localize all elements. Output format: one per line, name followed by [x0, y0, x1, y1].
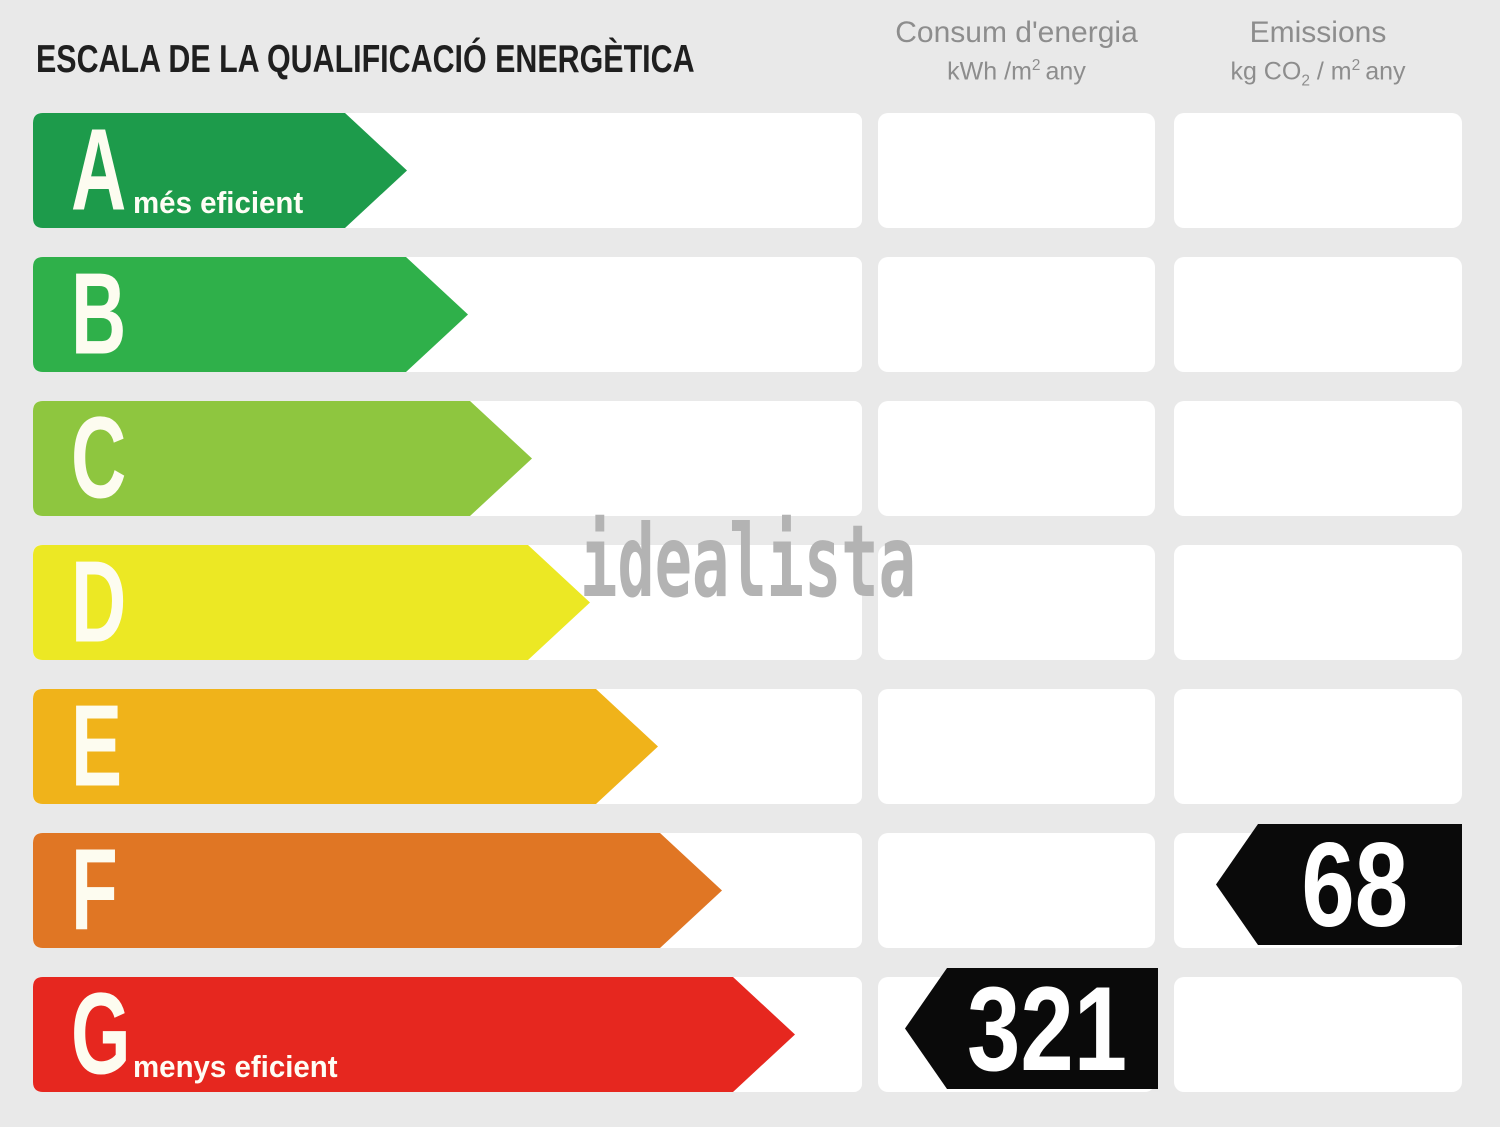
emissions-unit-sub: 2: [1301, 72, 1310, 90]
consum-unit-sup: 2: [1031, 57, 1041, 74]
rating-arrow-shape: [33, 833, 722, 948]
rating-sublabel: menys eficient: [133, 1049, 338, 1084]
rating-bar: C: [33, 391, 532, 522]
rating-row: E: [0, 679, 1500, 810]
rating-row: G menys eficient 321: [0, 967, 1500, 1098]
emissions-value-cell: [1174, 545, 1462, 660]
rating-letter: E: [71, 679, 123, 810]
rating-bar: E: [33, 679, 658, 810]
consum-unit-tail: any: [1045, 57, 1086, 86]
rating-letter: F: [71, 823, 118, 954]
rating-bar: A més eficient: [33, 103, 407, 234]
rating-letter: A: [71, 103, 127, 234]
consum-unit-main: kWh /m: [947, 57, 1032, 86]
rating-arrow-shape: [33, 257, 468, 372]
emissions-value-cell: [1174, 113, 1462, 228]
consum-column-header: Consum d'energia kWh /m2 any: [878, 16, 1155, 86]
rating-arrow-shape: [33, 689, 658, 804]
emissions-unit-pre: kg CO: [1230, 57, 1302, 86]
consum-value-cell: [878, 257, 1155, 372]
emissions-column-header: Emissions kg CO2 / m2 any: [1174, 16, 1462, 89]
consum-value-cell: [878, 113, 1155, 228]
rating-sublabel: més eficient: [133, 185, 304, 220]
rating-bar: G menys eficient: [33, 967, 795, 1098]
emissions-value-cell: [1174, 689, 1462, 804]
rating-arrow-shape: [33, 401, 532, 516]
rating-letter: B: [71, 247, 127, 378]
emissions-header-units: kg CO2 / m2 any: [1174, 57, 1462, 89]
emissions-value-cell: [1174, 257, 1462, 372]
rating-bar: F: [33, 823, 722, 954]
rating-letter: D: [71, 535, 127, 666]
rating-row: C: [0, 391, 1500, 522]
rating-row: D: [0, 535, 1500, 666]
rating-row: A més eficient: [0, 103, 1500, 234]
emissions-value-badge: 68: [1216, 824, 1462, 945]
emissions-unit-sup: 2: [1351, 57, 1361, 74]
consum-header-units: kWh /m2 any: [878, 57, 1155, 86]
consum-value-cell: [878, 401, 1155, 516]
emissions-header-title: Emissions: [1249, 16, 1387, 49]
emissions-value-cell: [1174, 977, 1462, 1092]
consum-header-title: Consum d'energia: [895, 16, 1138, 49]
consum-value-cell: [878, 689, 1155, 804]
consum-value-cell: [878, 545, 1155, 660]
emissions-value-cell: [1174, 401, 1462, 516]
rating-bar: B: [33, 247, 468, 378]
idealista-watermark: idealista: [580, 503, 916, 620]
page-title: ESCALA DE LA QUALIFICACIÓ ENERGÈTICA: [36, 38, 695, 81]
rating-arrow-shape: [33, 545, 590, 660]
rating-letter: C: [71, 391, 127, 522]
rating-bar: D: [33, 535, 590, 666]
emissions-value: 68: [1301, 817, 1409, 952]
emissions-unit-tail: any: [1365, 57, 1406, 86]
rating-arrow-shape: [33, 113, 407, 228]
rating-arrow-shape: [33, 977, 795, 1092]
rating-letter: G: [71, 967, 131, 1098]
consum-value: 321: [967, 961, 1128, 1096]
emissions-unit-mid: / m: [1309, 57, 1352, 86]
consum-value-badge: 321: [905, 968, 1158, 1089]
rating-row: B: [0, 247, 1500, 378]
rating-row: F 68: [0, 823, 1500, 954]
consum-value-cell: [878, 833, 1155, 948]
